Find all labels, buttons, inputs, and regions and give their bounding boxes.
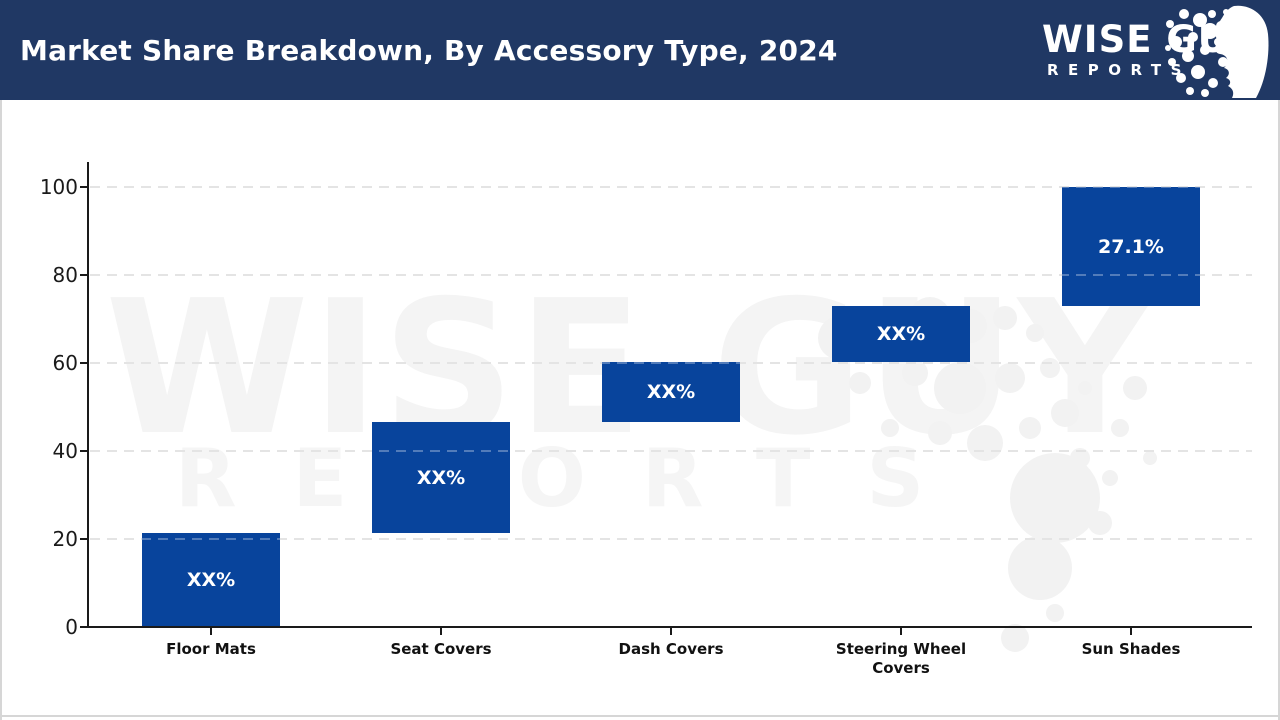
bar-value-label: 27.1%	[1098, 235, 1164, 258]
y-axis-line	[87, 162, 89, 628]
watermark-subtext: REPORTS	[175, 432, 981, 525]
bar-value-label: XX%	[646, 381, 696, 404]
bar-floor-mats: XX%	[142, 533, 280, 627]
bar-value-label: XX%	[416, 466, 466, 489]
bottom-border-line	[0, 715, 1280, 717]
y-axis-tick-label: 40	[52, 439, 78, 463]
x-axis-tick	[670, 628, 672, 635]
gridline	[90, 274, 1252, 276]
waterfall-bar-chart: WISE GUY REPORTS 0 20 40 60 80 100 XX% Floor Ma…	[0, 100, 1280, 720]
y-axis-tick-label: 0	[65, 615, 78, 639]
x-axis-label: Sun Shades	[1081, 640, 1181, 658]
logo-face-dots-icon	[1165, 5, 1269, 98]
x-axis-label: Seat Covers	[390, 640, 492, 658]
bar-value-label: XX%	[186, 569, 236, 592]
left-border-line	[0, 100, 2, 720]
gridline-overlay	[90, 538, 1252, 540]
y-axis-tick	[80, 450, 87, 452]
y-axis-tick-label: 20	[52, 527, 78, 551]
header-bar: Market Share Breakdown, By Accessory Typ…	[0, 0, 1280, 100]
y-axis-tick-label: 80	[52, 263, 78, 287]
y-axis-tick	[80, 362, 87, 364]
gridline	[90, 186, 1252, 188]
bar-value-label: XX%	[876, 323, 926, 346]
gridline	[90, 538, 1252, 540]
bar-seat-covers: XX%	[372, 422, 510, 534]
page-title: Market Share Breakdown, By Accessory Typ…	[20, 33, 838, 67]
bar-dash-covers: XX%	[602, 362, 740, 423]
y-axis-tick	[80, 186, 87, 188]
gridline	[90, 450, 1252, 452]
bar-steering-wheel-covers: XX%	[832, 306, 970, 363]
x-axis-tick	[440, 628, 442, 635]
y-axis-tick	[80, 626, 87, 628]
gridline-overlay	[90, 450, 1252, 452]
y-axis-tick-label: 100	[39, 175, 78, 199]
bar-sun-shades: 27.1%	[1062, 187, 1200, 307]
y-axis-tick	[80, 274, 87, 276]
x-axis-label: Steering Wheel Covers	[835, 640, 967, 677]
logo-subtext: REPORTS	[1047, 60, 1191, 79]
x-axis-tick	[210, 628, 212, 635]
x-axis-tick	[1130, 628, 1132, 635]
gridline-overlay	[90, 274, 1252, 276]
gridline-overlay	[90, 362, 1252, 364]
x-axis-label: Dash Covers	[618, 640, 724, 658]
x-axis-tick	[900, 628, 902, 635]
gridline-overlay	[90, 186, 1252, 188]
right-border-line	[1278, 100, 1280, 720]
x-axis-label: Floor Mats	[166, 640, 256, 658]
y-axis-tick-label: 60	[52, 351, 78, 375]
y-axis-tick	[80, 538, 87, 540]
x-axis-line	[87, 626, 1252, 628]
